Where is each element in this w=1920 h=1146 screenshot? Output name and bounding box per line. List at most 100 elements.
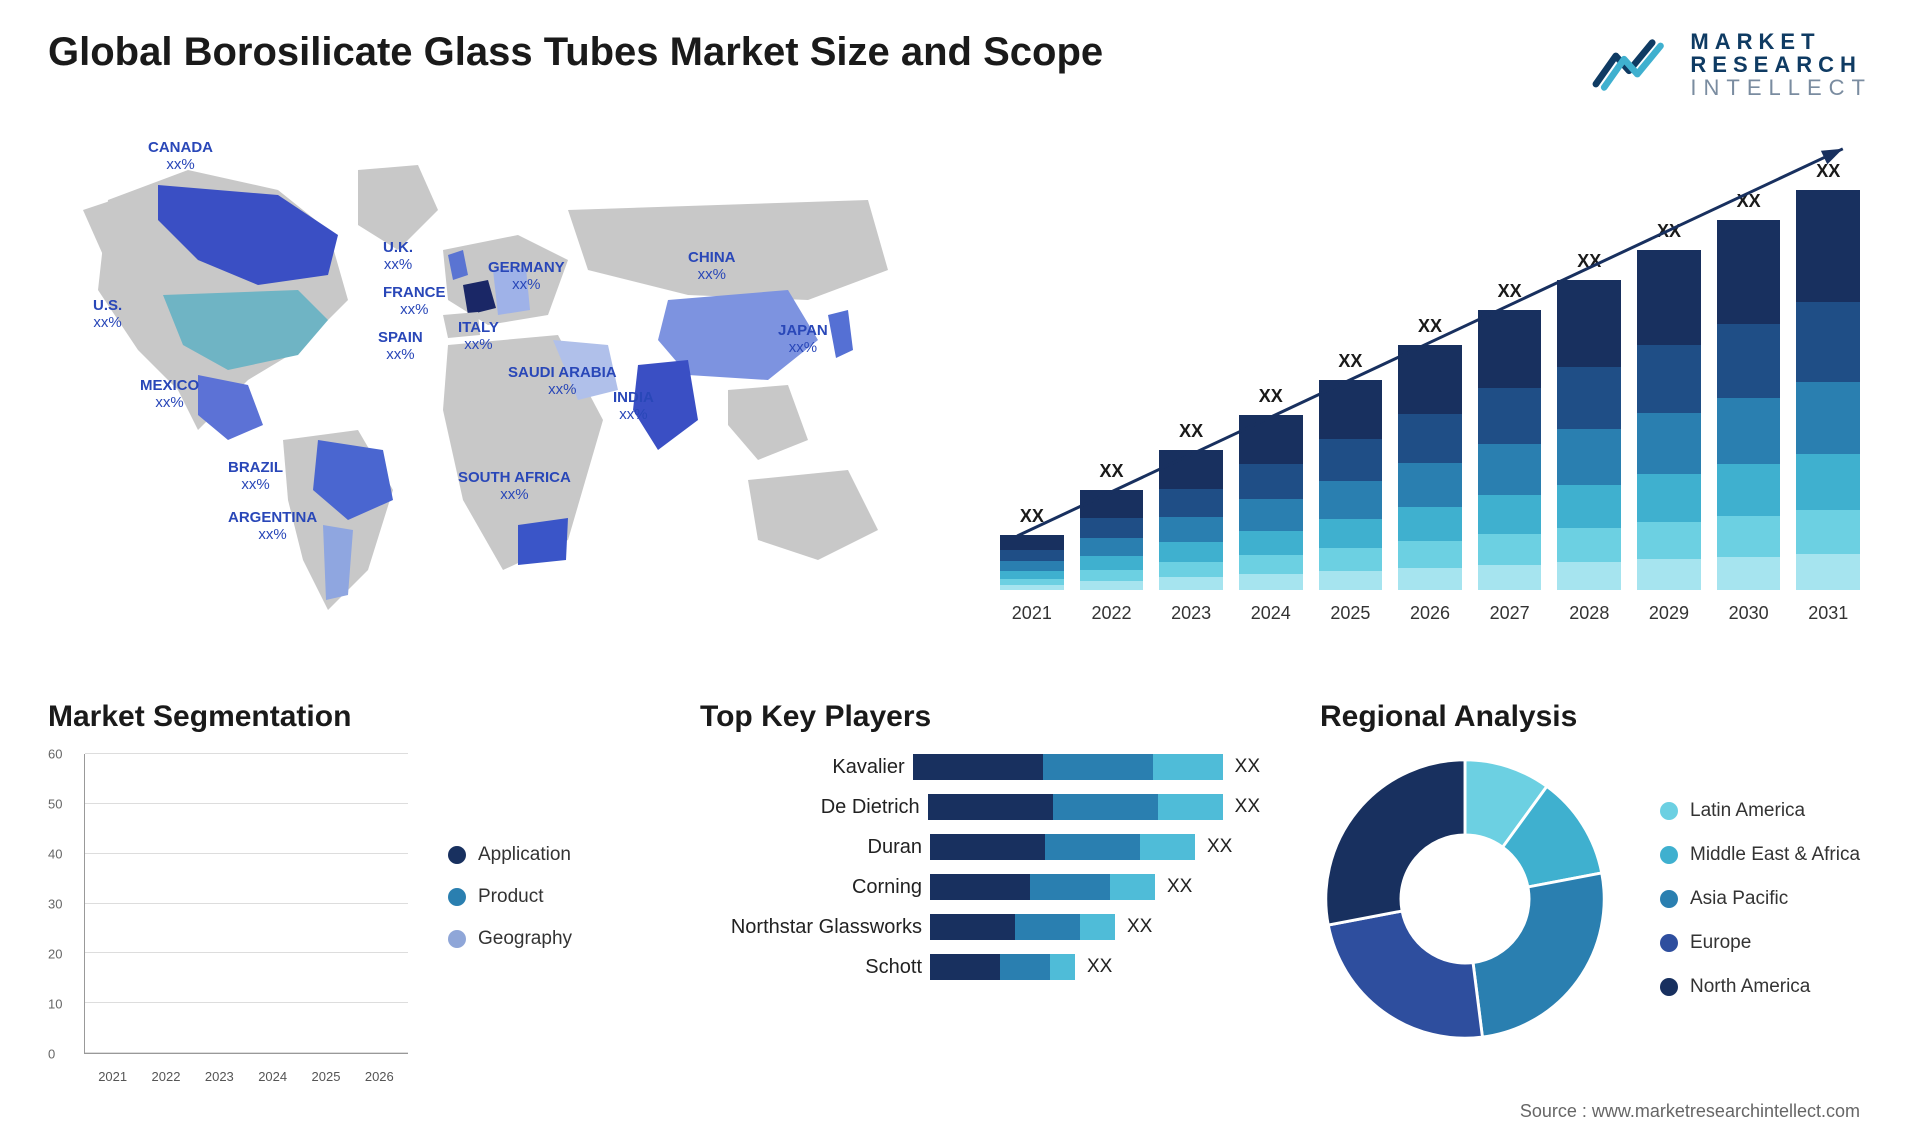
players-title: Top Key Players (700, 700, 1260, 734)
seg-xlabel: 2023 (197, 1069, 242, 1084)
regional-legend: Latin AmericaMiddle East & AfricaAsia Pa… (1660, 800, 1860, 998)
region-legend-item: Europe (1660, 932, 1860, 954)
segmentation-panel: Market Segmentation 0102030405060 202120… (48, 700, 608, 1084)
growth-bar-segment (1159, 562, 1223, 577)
growth-xlabel: 2022 (1080, 603, 1144, 624)
map-label-argentina: ARGENTINAxx% (228, 510, 317, 543)
legend-swatch-icon (448, 888, 466, 906)
growth-bar-segment (1080, 570, 1144, 581)
player-bar (930, 874, 1155, 900)
growth-bar-2027: XX (1478, 310, 1542, 590)
growth-bar-segment (1717, 516, 1781, 557)
legend-swatch-icon (1660, 802, 1678, 820)
growth-chart-panel: XXXXXXXXXXXXXXXXXXXXXX 20212022202320242… (970, 140, 1870, 640)
player-bar (930, 914, 1115, 940)
map-label-spain: SPAINxx% (378, 330, 423, 363)
segmentation-legend: ApplicationProductGeography (448, 844, 572, 950)
legend-label: Geography (478, 928, 572, 950)
growth-bar-segment (1557, 485, 1621, 528)
growth-xlabel: 2021 (1000, 603, 1064, 624)
map-label-germany: GERMANYxx% (488, 260, 565, 293)
map-label-brazil: BRAZILxx% (228, 460, 283, 493)
growth-bar-segment (1398, 414, 1462, 463)
player-name: Northstar Glassworks (700, 916, 930, 939)
player-value: XX (1127, 916, 1152, 938)
seg-ytick: 0 (48, 1047, 55, 1062)
player-bar-segment (1153, 754, 1223, 780)
growth-bar-2030: XX (1717, 220, 1781, 590)
growth-bar-label: XX (1717, 191, 1781, 212)
seg-ytick: 40 (48, 847, 62, 862)
player-row: CorningXX (700, 874, 1260, 900)
player-bar (913, 754, 1223, 780)
growth-bar-label: XX (1478, 281, 1542, 302)
growth-bar-segment (1000, 535, 1064, 550)
growth-bar-2026: XX (1398, 345, 1462, 590)
growth-bar-segment (1159, 577, 1223, 590)
growth-bars: XXXXXXXXXXXXXXXXXXXXXX (1000, 150, 1860, 590)
growth-bar-2028: XX (1557, 280, 1621, 590)
growth-xlabel: 2029 (1637, 603, 1701, 624)
player-bar (930, 834, 1195, 860)
donut-slice (1326, 760, 1465, 925)
growth-bar-2024: XX (1239, 415, 1303, 590)
growth-xlabel: 2023 (1159, 603, 1223, 624)
growth-xaxis: 2021202220232024202520262027202820292030… (1000, 603, 1860, 624)
growth-bar-label: XX (1637, 221, 1701, 242)
legend-label: Europe (1690, 932, 1751, 954)
player-bar-segment (930, 914, 1015, 940)
regional-donut (1320, 754, 1610, 1044)
header: Global Borosilicate Glass Tubes Market S… (48, 30, 1872, 99)
players-panel: Top Key Players KavalierXXDe DietrichXXD… (700, 700, 1260, 980)
player-bar-segment (1053, 794, 1158, 820)
growth-bar-segment (1717, 324, 1781, 398)
donut-slice (1328, 911, 1482, 1038)
growth-bar-segment (1239, 415, 1303, 464)
map-label-south-africa: SOUTH AFRICAxx% (458, 470, 571, 503)
growth-bar-segment (1080, 490, 1144, 518)
seg-legend-item: Geography (448, 928, 572, 950)
player-value: XX (1207, 836, 1232, 858)
player-name: Corning (700, 876, 930, 899)
player-bar (928, 794, 1223, 820)
growth-bar-label: XX (1796, 161, 1860, 182)
players-rows: KavalierXXDe DietrichXXDuranXXCorningXXN… (700, 754, 1260, 980)
growth-bar-2021: XX (1000, 535, 1064, 590)
seg-ytick: 30 (48, 897, 62, 912)
growth-bar-label: XX (1557, 251, 1621, 272)
growth-bar-segment (1796, 454, 1860, 510)
map-region (728, 385, 808, 460)
map-label-india: INDIAxx% (613, 390, 654, 423)
growth-bar-segment (1239, 555, 1303, 574)
legend-swatch-icon (448, 846, 466, 864)
growth-xlabel: 2025 (1319, 603, 1383, 624)
growth-bar-segment (1080, 556, 1144, 570)
player-name: Duran (700, 836, 930, 859)
seg-legend-item: Product (448, 886, 572, 908)
growth-bar-segment (1637, 522, 1701, 559)
growth-bar-segment (1557, 280, 1621, 367)
map-region (748, 470, 878, 560)
region-legend-item: Latin America (1660, 800, 1860, 822)
segmentation-chart: 0102030405060 202120222023202420252026 (48, 754, 408, 1084)
growth-bar-segment (1717, 557, 1781, 590)
growth-bar-segment (1000, 571, 1064, 579)
growth-bar-segment (1080, 581, 1144, 590)
player-bar-segment (1030, 874, 1110, 900)
player-value: XX (1087, 956, 1112, 978)
growth-bar-2022: XX (1080, 490, 1144, 590)
player-name: De Dietrich (700, 796, 928, 819)
growth-bar-label: XX (1000, 506, 1064, 527)
player-bar-segment (928, 794, 1053, 820)
growth-bar-segment (1717, 464, 1781, 516)
growth-bar-segment (1000, 561, 1064, 571)
growth-bar-segment (1478, 495, 1542, 534)
growth-bar-segment (1796, 554, 1860, 590)
player-bar-segment (930, 874, 1030, 900)
growth-bar-segment (1796, 302, 1860, 382)
player-bar-segment (1140, 834, 1195, 860)
seg-ytick: 10 (48, 997, 62, 1012)
map-label-u-s-: U.S.xx% (93, 298, 122, 331)
growth-bar-2031: XX (1796, 190, 1860, 590)
growth-bar-segment (1637, 345, 1701, 413)
